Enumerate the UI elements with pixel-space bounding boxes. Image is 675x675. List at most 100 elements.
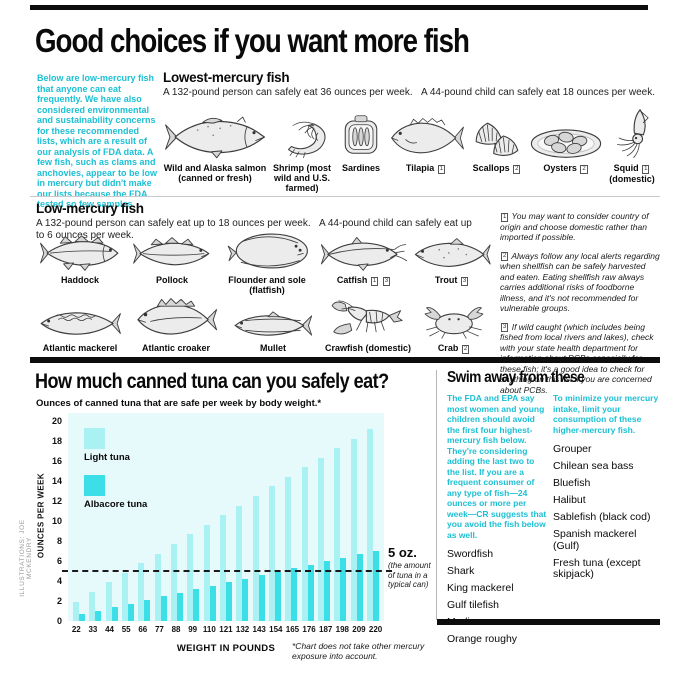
fish-label: Pollock — [155, 275, 188, 285]
fish-label: Flounder and sole (flatfish) — [228, 275, 306, 295]
bar-light-tuna-187 — [317, 458, 324, 621]
fish-label: Crab 2 — [437, 343, 470, 354]
crawfish-icon — [320, 296, 416, 340]
fish-label: Shrimp (most wild and U.S. farmed) — [272, 163, 331, 193]
fish-item-atlantic-croaker: Atlantic croaker — [126, 296, 226, 353]
low-mercury-heading: Low-mercury fish — [36, 201, 144, 216]
mid-rule — [30, 357, 660, 363]
footnote-marker: 3 — [501, 323, 509, 332]
bar-light-tuna-154 — [268, 486, 275, 621]
bar-light-tuna-143 — [252, 496, 259, 621]
bar-group-176 — [301, 467, 314, 621]
chart-plot-area: Light tuna Albacore tuna — [68, 413, 384, 621]
fish-list-item-chilean-sea-bass: Chilean sea bass — [553, 460, 634, 472]
legend-label-albacore-tuna: Albacore tuna — [84, 499, 148, 510]
footnote-marker: 1 — [370, 276, 379, 286]
fish-label: Oysters 2 — [543, 163, 588, 174]
bottom-right-rule — [437, 619, 660, 625]
x-tick-121: 121 — [219, 625, 233, 634]
fish-list-item-sablefish-black-cod: Sablefish (black cod) — [553, 511, 651, 523]
swim-away-column-2: To minimize your mercury intake, limit y… — [553, 393, 661, 586]
bar-albacore-tuna-55 — [127, 604, 134, 621]
bar-group-121 — [219, 515, 232, 621]
fish-item-crawfish-domestic: Crawfish (domestic) — [320, 296, 416, 353]
x-tick-220: 220 — [368, 625, 383, 634]
x-tick-209: 209 — [352, 625, 366, 634]
y-tick-16: 16 — [51, 456, 62, 466]
x-tick-154: 154 — [269, 625, 283, 634]
bar-group-198 — [334, 448, 347, 621]
top-rule — [30, 5, 648, 10]
fish-item-pollock: Pollock — [126, 234, 218, 285]
bar-albacore-tuna-165 — [291, 568, 298, 621]
fish-label: Atlantic croaker — [141, 343, 211, 353]
fish-item-flounder-and-sole-flatfish: Flounder and sole (flatfish) — [218, 233, 316, 295]
bar-light-tuna-165 — [285, 477, 292, 621]
footnote-marker: 2 — [580, 164, 588, 174]
bar-group-55 — [121, 573, 134, 621]
y-tick-10: 10 — [51, 516, 62, 526]
swim-intro-2: To minimize your mercury intake, limit y… — [553, 393, 659, 435]
page-title: Good choices if you want more fish — [35, 22, 470, 59]
lowest-mercury-subtitle: A 132-pound person can safely eat 36 oun… — [163, 87, 655, 98]
bar-albacore-tuna-154 — [274, 572, 281, 621]
legend-label-light-tuna: Light tuna — [84, 452, 130, 463]
fish-label: Atlantic mackerel — [42, 343, 118, 353]
bar-albacore-tuna-220 — [372, 551, 379, 621]
fish-item-trout-3: Trout 3 — [412, 234, 492, 286]
bar-group-187 — [317, 458, 330, 621]
squid-icon — [604, 108, 660, 160]
fish-item-scallops-2: Scallops 2 — [466, 108, 528, 174]
chart-footnote: *Chart does not take other mercury expos… — [292, 641, 425, 661]
tilapia-icon — [386, 108, 466, 160]
bar-light-tuna-198 — [334, 448, 341, 621]
footnote-marker: 3 — [382, 276, 391, 286]
fish-list-item-king-mackerel: King mackerel — [447, 582, 514, 594]
low-mercury-fish-row-1: Haddock Pollock Flounder and sole (flatfis… — [34, 233, 492, 295]
fish-label: Crawfish (domestic) — [324, 343, 411, 353]
vertical-divider — [436, 370, 437, 620]
fish-label: Haddock — [60, 275, 99, 285]
trout-icon — [412, 234, 492, 272]
swim-away-column-1: The FDA and EPA say most women and young… — [447, 393, 548, 651]
footnote-marker: 3 — [460, 276, 469, 286]
footnote: 2 Always follow any local alerts regardi… — [500, 250, 660, 314]
chart-bars — [68, 413, 384, 621]
x-tick-165: 165 — [285, 625, 300, 634]
low-mercury-fish-row-2: Atlantic mackerel Atlantic croaker Mullet C… — [34, 296, 492, 354]
y-tick-4: 4 — [56, 576, 62, 586]
x-tick-55: 55 — [121, 625, 131, 634]
catfish-icon — [316, 234, 412, 272]
5oz-annotation-amount: 5 oz. — [388, 545, 417, 560]
fish-list-item-bluefish: Bluefish — [553, 477, 591, 489]
bar-light-tuna-88 — [170, 544, 177, 621]
fish-label: Mullet — [260, 343, 286, 353]
5oz-annotation: 5 oz. (the amount of tuna in a typical c… — [388, 545, 436, 590]
fish-label: Sardines — [341, 163, 381, 173]
bar-light-tuna-220 — [366, 429, 373, 621]
bar-light-tuna-176 — [301, 467, 308, 621]
bar-light-tuna-44 — [105, 582, 112, 621]
illustration-credit: ILLUSTRATIONS: JOE MCKENDRY — [19, 519, 33, 597]
fish-item-atlantic-mackerel: Atlantic mackerel — [34, 296, 126, 353]
fish-label: Wild and Alaska salmon (canned or fresh) — [163, 163, 267, 183]
bar-group-165 — [285, 477, 298, 621]
haddock-icon — [34, 234, 126, 272]
bar-light-tuna-33 — [89, 592, 96, 621]
footnotes-column: 1 You may want to consider country of or… — [500, 211, 661, 403]
x-tick-198: 198 — [335, 625, 349, 634]
fish-label: Trout 3 — [434, 275, 469, 286]
y-tick-6: 6 — [56, 556, 62, 566]
fish-item-squid-1-domestic: Squid 1 (domestic) — [604, 108, 660, 184]
bar-albacore-tuna-44 — [111, 607, 118, 621]
y-tick-18: 18 — [51, 436, 62, 446]
footnote-marker: 2 — [501, 252, 509, 261]
tuna-bar-chart: OUNCES PER WEEK Light tuna Albacore tuna… — [30, 405, 432, 675]
bar-group-99 — [187, 534, 200, 621]
fish-list-item-swordfish: Swordfish — [447, 548, 494, 560]
shrimp-icon — [268, 108, 336, 160]
fish-list-item-halibut: Halibut — [553, 494, 586, 506]
bar-albacore-tuna-99 — [193, 589, 200, 621]
bar-light-tuna-132 — [236, 506, 243, 621]
bar-albacore-tuna-209 — [356, 554, 363, 621]
